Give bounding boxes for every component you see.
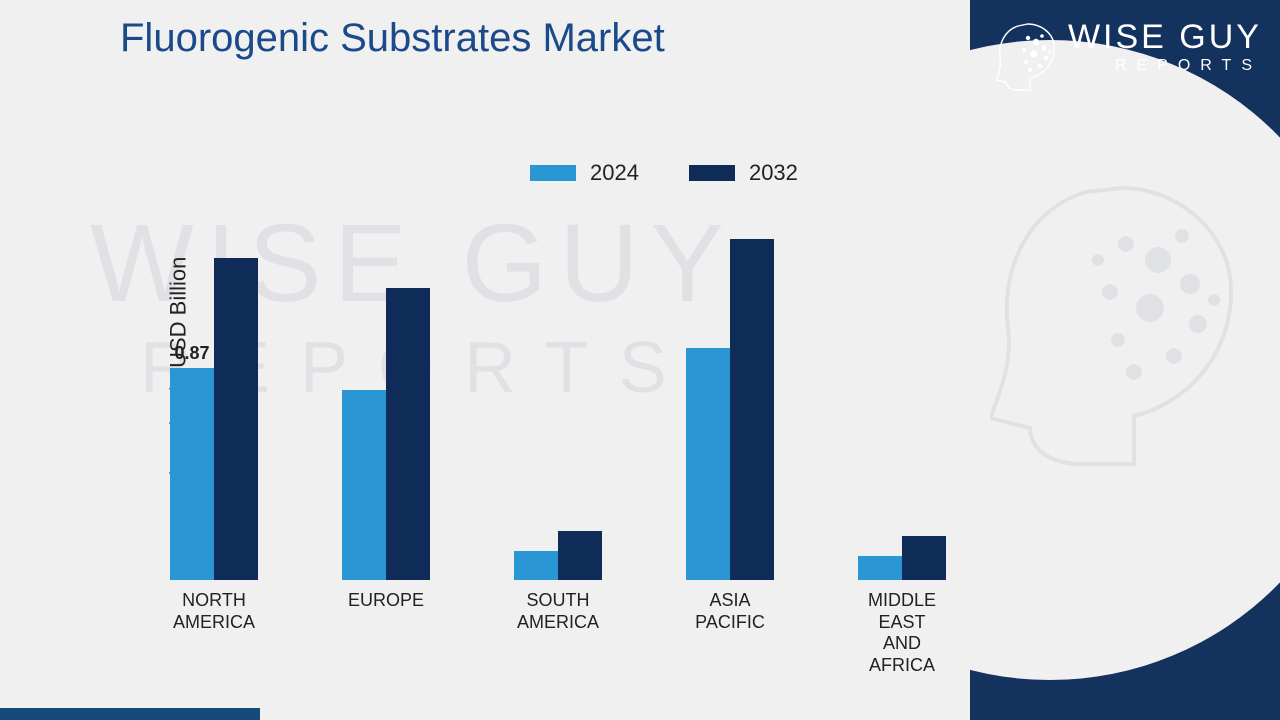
category-label: NORTH AMERICA	[148, 590, 280, 633]
bar	[902, 536, 946, 580]
bar-group: 0.87NORTH AMERICA	[148, 258, 280, 580]
bar-group: MIDDLE EAST AND AFRICA	[836, 536, 968, 580]
bar	[730, 239, 774, 580]
bar	[386, 288, 430, 581]
bar	[858, 556, 902, 580]
chart-title: Fluorogenic Substrates Market	[120, 16, 665, 61]
bar	[558, 531, 602, 580]
bar-group: SOUTH AMERICA	[492, 531, 624, 580]
bar-group: EUROPE	[320, 288, 452, 581]
bottom-accent-bar	[0, 708, 260, 720]
plot-area: 0.87NORTH AMERICA EUROPE SOUTH AMERICA ASIA…	[130, 190, 950, 580]
bar-group: ASIA PACIFIC	[664, 239, 796, 580]
brand-head-icon	[996, 22, 1058, 92]
bar-chart: Market Size in USD Billion 0.87NORTH AME…	[100, 170, 960, 600]
bar	[214, 258, 258, 580]
category-label: MIDDLE EAST AND AFRICA	[836, 590, 968, 676]
bar-value-label: 0.87	[170, 343, 214, 364]
brand-logo: WISE GUY REPORTS	[1002, 18, 1262, 75]
bar	[342, 390, 386, 580]
category-label: ASIA PACIFIC	[664, 590, 796, 633]
category-label: EUROPE	[320, 590, 452, 612]
bar	[686, 348, 730, 580]
category-label: SOUTH AMERICA	[492, 590, 624, 633]
bar	[514, 551, 558, 580]
bar: 0.87	[170, 368, 214, 580]
